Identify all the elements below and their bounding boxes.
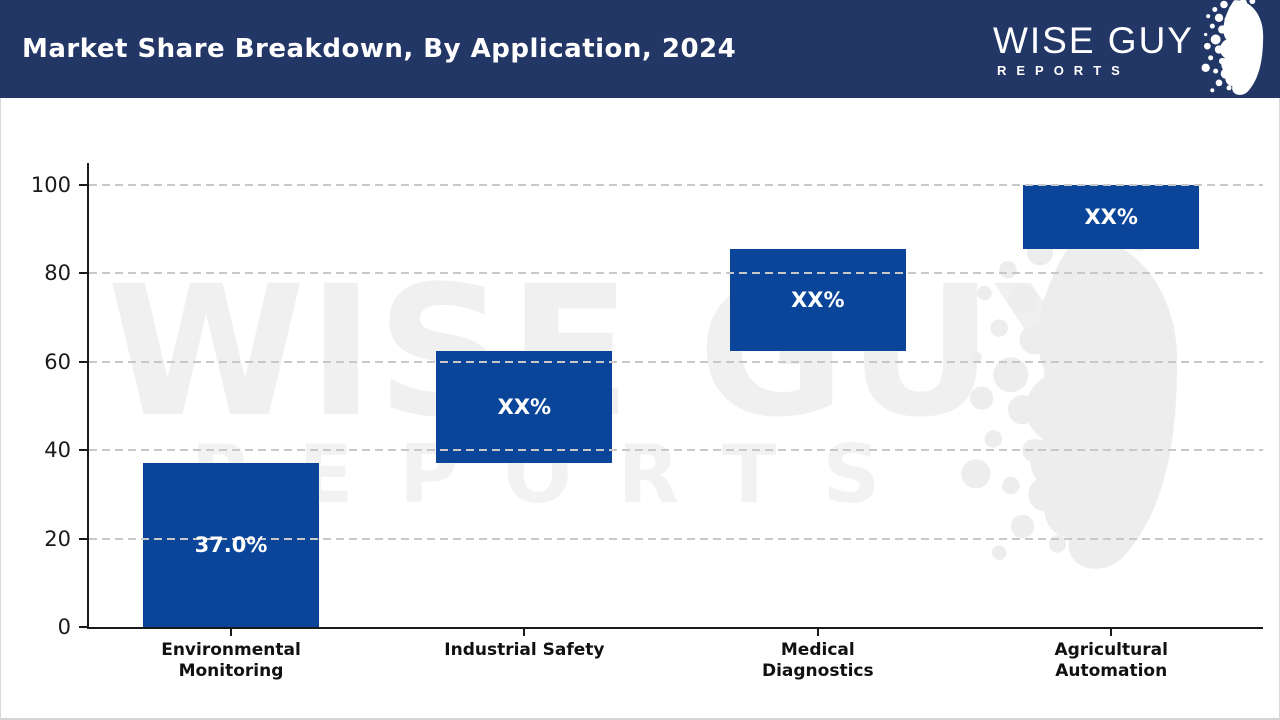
- x-category-label: Medical Diagnostics: [668, 640, 968, 682]
- x-tick-mark: [816, 629, 819, 636]
- bar-value-label: XX%: [791, 287, 845, 312]
- x-category-label-line: Environmental: [161, 640, 301, 660]
- gridline-y-100: [89, 184, 1263, 187]
- gridline-y-60: [89, 360, 1263, 363]
- y-tick-label: 80: [44, 261, 71, 286]
- x-category-label-line: Diagnostics: [761, 661, 874, 681]
- y-axis-line: [87, 163, 89, 629]
- gridline-y-40: [89, 449, 1263, 452]
- y-tick-mark: [79, 449, 87, 452]
- x-category-label-line: Monitoring: [178, 661, 284, 681]
- bar-segment-industrial-safety: [436, 350, 613, 464]
- x-category-label-line: Medical: [780, 640, 855, 660]
- y-tick-mark: [79, 184, 87, 187]
- bar-segment-environmental-monitoring: [143, 463, 319, 627]
- bar-value-label: 37.0%: [194, 533, 268, 558]
- x-category-label-line: Automation: [1055, 661, 1168, 681]
- page-title: Market Share Breakdown, By Application, …: [22, 34, 737, 64]
- y-tick-label: 60: [44, 349, 71, 374]
- gridline-y-80: [89, 272, 1263, 275]
- bar-segment-medical-diagnostics: [729, 249, 906, 351]
- bar-value-label: XX%: [497, 395, 552, 420]
- logo-head-icon: [1182, 0, 1266, 97]
- wise-guy-logo: WISE GUY REPORTS: [993, 1, 1266, 97]
- y-tick-label: 20: [44, 526, 71, 551]
- bar-value-label: XX%: [1084, 205, 1138, 230]
- y-tick-mark: [79, 272, 87, 275]
- x-tick-mark: [1110, 629, 1113, 636]
- watermark-text: WISE GUY: [107, 248, 1129, 457]
- x-category-label: Industrial Safety: [374, 640, 674, 661]
- x-tick-mark: [523, 629, 526, 636]
- logo-text: WISE GUY REPORTS: [993, 22, 1194, 77]
- x-category-label: Agricultural Automation: [961, 640, 1261, 682]
- y-tick-label: 0: [57, 615, 71, 639]
- logo-wordmark: WISE GUY: [992, 19, 1194, 61]
- logo-subtitle: REPORTS: [996, 62, 1130, 78]
- x-category-label-line: Industrial Safety: [444, 640, 605, 660]
- y-tick-mark: [79, 626, 87, 628]
- gridline-y-20: [89, 537, 1263, 540]
- x-category-label: Environmental Monitoring: [81, 640, 381, 682]
- x-axis-line: [87, 627, 1263, 629]
- x-tick-mark: [230, 629, 232, 636]
- y-tick-mark: [79, 537, 87, 540]
- bar-segment-agricultural-automation: [1023, 185, 1200, 250]
- y-tick-mark: [79, 360, 87, 363]
- chart-area: WISE GUY REPORTS 37.0% XX% XX% XX% 0 20 40 60 80…: [0, 98, 1280, 720]
- header-bar: Market Share Breakdown, By Application, …: [0, 0, 1280, 98]
- y-tick-label: 40: [44, 438, 71, 463]
- watermark-head-icon: [894, 226, 1186, 576]
- x-category-label-line: Agricultural: [1054, 640, 1168, 660]
- y-tick-label: 100: [30, 173, 71, 198]
